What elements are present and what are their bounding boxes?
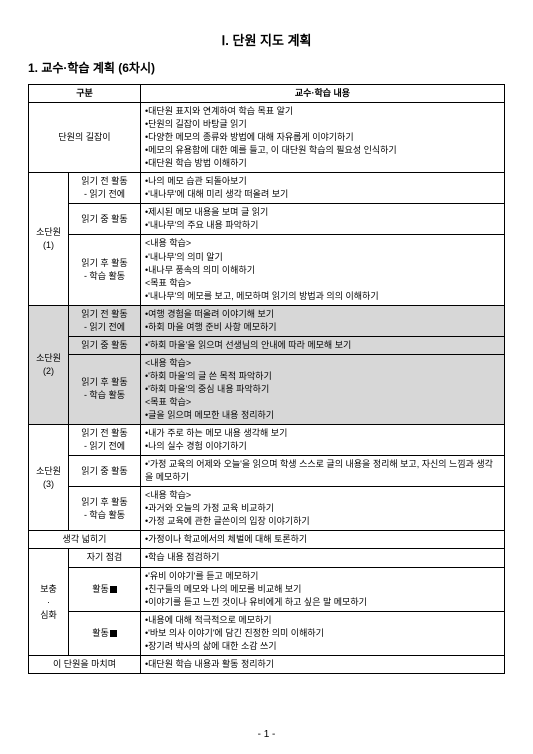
sub1-label: 소단원(1) [29,173,69,305]
think-label: 생각 넓히기 [29,531,141,549]
sub1-mid-text: •제시된 메모 내용을 보며 글 읽기•'내나무'의 주요 내용 파악하기 [141,204,505,235]
sub2-mid-label: 읽기 중 활동 [69,336,141,354]
activity1-text: •'유비 이야기'를 듣고 메모하기•친구들의 메모와 나의 메모를 비교해 보… [141,567,505,611]
sub2-pre-label: 읽기 전 활동- 읽기 전에 [69,305,141,336]
sub2-pre-text: •여행 경험을 떠올려 이야기해 보기•하회 마을 여행 준비 사항 메모하기 [141,305,505,336]
activity2-label: 활동 [69,611,141,655]
activity1-label: 활동 [69,567,141,611]
sub1-pre-label: 읽기 전 활동- 읽기 전에 [69,173,141,204]
sub3-pre-text: •내가 주로 하는 메모 내용 생각해 보기•나의 실수 경험 이야기하기 [141,425,505,456]
sub3-post-label: 읽기 후 활동- 학습 활동 [69,487,141,531]
sub1-pre-text: •나의 메모 습관 되돌아보기•'내나무'에 대해 미리 생각 떠올려 보기 [141,173,505,204]
think-text: •가정이나 학교에서의 체벌에 대해 토론하기 [141,531,505,549]
square-icon [110,630,117,637]
self-check-label: 자기 점검 [69,549,141,567]
sub2-mid-text: •'하회 마을'을 읽으며 선생님의 안내에 따라 메모해 보기 [141,336,505,354]
unit-guide-text: •대단원 표지와 연계하여 학습 목표 알기•단원의 길잡이 바탕글 읽기•다양… [141,103,505,173]
sub1-mid-label: 읽기 중 활동 [69,204,141,235]
sub3-mid-text: •'가정 교육의 어제와 오늘'을 읽으며 학생 스스로 글의 내용을 정리해 … [141,456,505,487]
sub3-mid-label: 읽기 중 활동 [69,456,141,487]
main-heading: Ⅰ. 단원 지도 계획 [28,30,505,49]
sub2-post-label: 읽기 후 활동- 학습 활동 [69,354,141,424]
unit-end-text: •대단원 학습 내용과 활동 정리하기 [141,655,505,673]
supplement-label: 보충·심화 [29,549,69,655]
activity2-text: •내용에 대해 적극적으로 메모하기•'바보 의사 이야기'에 담긴 진정한 의… [141,611,505,655]
col-header-content: 교수·학습 내용 [141,85,505,103]
sub-heading: 1. 교수·학습 계획 (6차시) [28,59,505,76]
col-header-division: 구분 [29,85,141,103]
sub3-pre-label: 읽기 전 활동- 읽기 전에 [69,425,141,456]
unit-end-label: 이 단원을 마치며 [29,655,141,673]
self-check-text: •학습 내용 점검하기 [141,549,505,567]
sub2-label: 소단원(2) [29,305,69,424]
page-number: - 1 - [0,729,533,740]
sub2-post-text: <내용 학습>•'하회 마을'의 글 쓴 목적 파악하기•'하회 마을'의 중심… [141,354,505,424]
sub3-label: 소단원(3) [29,425,69,531]
sub1-post-text: <내용 학습>•'내나무'의 의미 알기•내나무 풍속의 의미 이해하기<목표 … [141,235,505,305]
square-icon [110,586,117,593]
sub3-post-text: <내용 학습>•과거와 오늘의 가정 교육 비교하기•가정 교육에 관한 글쓴이… [141,487,505,531]
plan-table: 구분 교수·학습 내용 단원의 길잡이 •대단원 표지와 연계하여 학습 목표 … [28,84,505,674]
sub1-post-label: 읽기 후 활동- 학습 활동 [69,235,141,305]
unit-guide-label: 단원의 길잡이 [29,103,141,173]
